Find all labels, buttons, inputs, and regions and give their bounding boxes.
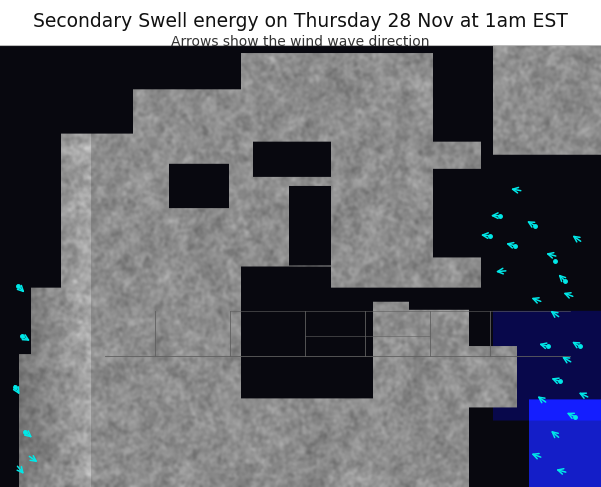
Text: Arrows show the wind wave direction: Arrows show the wind wave direction <box>171 35 430 49</box>
Text: Secondary Swell energy on Thursday 28 Nov at 1am EST: Secondary Swell energy on Thursday 28 No… <box>33 12 568 31</box>
